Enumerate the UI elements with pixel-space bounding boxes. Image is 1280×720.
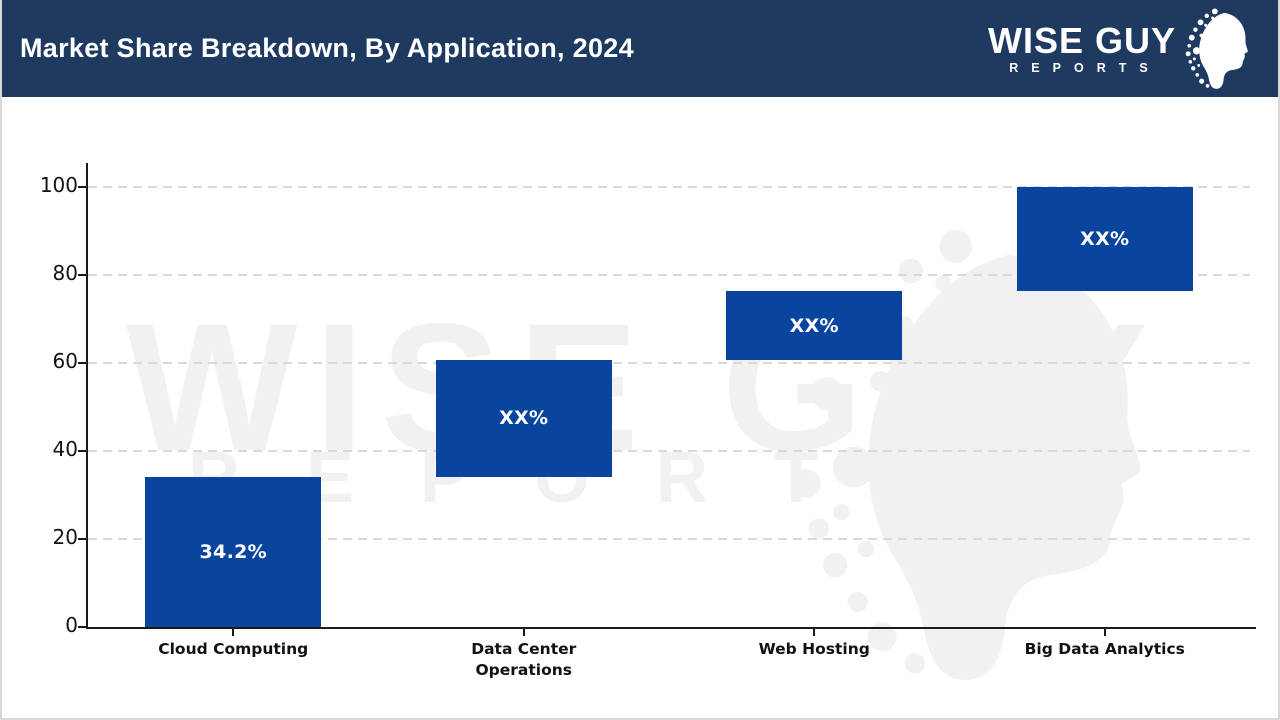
x-tick-mark (1103, 629, 1106, 636)
y-tick-mark (78, 274, 86, 276)
y-tick-mark (78, 450, 86, 452)
y-tick-mark (78, 626, 86, 628)
y-tick-mark (78, 538, 86, 540)
category-label: Data Center Operations (471, 640, 577, 679)
bar-value-label: 34.2% (199, 540, 267, 563)
y-tick-label: 100 (39, 173, 78, 197)
gridline-40 (88, 450, 1250, 452)
category-label: Big Data Analytics (1024, 640, 1185, 658)
bar-web-hosting: XX% (726, 290, 903, 361)
gridline-100 (88, 186, 1250, 188)
x-tick-mark (232, 629, 235, 636)
y-tick-label: 20 (52, 525, 78, 549)
x-tick-mark (813, 629, 816, 636)
y-tick-label: 60 (52, 349, 78, 373)
wise-guy-reports-logo: WISE GUY REPORTS (988, 7, 1254, 91)
logo-subtitle: REPORTS (1009, 60, 1161, 75)
header-bar: Market Share Breakdown, By Application, … (0, 0, 1280, 97)
bar-value-label: XX% (499, 407, 549, 430)
x-axis-line (86, 627, 1256, 629)
y-tick-mark (78, 362, 86, 364)
y-tick-label: 80 (52, 261, 78, 285)
bar-cloud-computing: 34.2% (145, 476, 322, 627)
y-axis-line (86, 163, 88, 629)
gridline-20 (88, 538, 1250, 540)
y-tick-mark (78, 186, 86, 188)
gridline-60 (88, 362, 1250, 364)
y-tick-label: 0 (65, 613, 78, 637)
y-tick-label: 40 (52, 437, 78, 461)
category-label: Cloud Computing (158, 640, 309, 658)
logo-text: WISE GUY REPORTS (987, 19, 1176, 75)
logo-wordmark: WISE GUY (987, 19, 1176, 61)
category-label: Web Hosting (758, 640, 870, 658)
x-tick-mark (522, 629, 525, 636)
bar-data-center-operations: XX% (435, 360, 612, 477)
bar-value-label: XX% (1080, 227, 1130, 250)
bar-big-data-analytics: XX% (1016, 187, 1193, 291)
page-title: Market Share Breakdown, By Application, … (20, 33, 634, 63)
dotted-face-icon (1180, 7, 1254, 91)
gridline-80 (88, 274, 1250, 276)
bar-value-label: XX% (789, 314, 839, 337)
